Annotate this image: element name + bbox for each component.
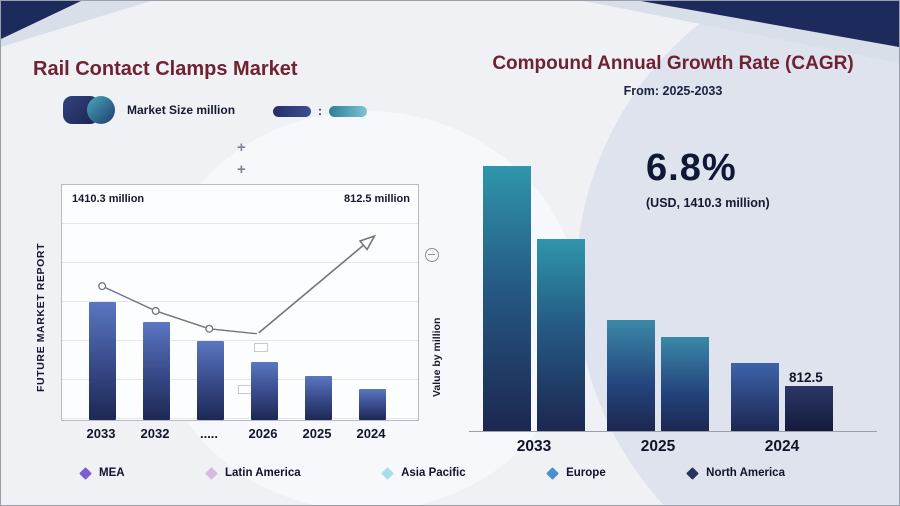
x-label-.....: .....: [199, 426, 219, 441]
market-size-x-axis: 2033 2032..... 2026 2025 2024: [74, 426, 398, 441]
circle-minus-icon: [425, 248, 439, 262]
legend-item-europe: Europe: [546, 466, 606, 480]
market-size-bar-2024: [358, 389, 386, 420]
scale-pill-teal: [329, 105, 367, 117]
legend-label: North America: [706, 467, 785, 479]
x-label-2024: 2024: [356, 426, 386, 441]
bar-cell: [183, 341, 237, 420]
start-value-annotation: 1410.3 million: [72, 193, 145, 205]
legend-label: Asia Pacific: [401, 467, 466, 479]
trend-marker: [151, 306, 160, 315]
cagr-x-axis: 2033 2025 2024: [469, 438, 877, 456]
scale-indicator: :: [273, 104, 367, 118]
corner-decoration-top-right-navy: [641, 1, 899, 47]
trend-arrow: [258, 237, 374, 334]
legend-label: MEA: [99, 467, 125, 479]
decor-rect: [254, 343, 268, 352]
market-size-bar-.....: [196, 341, 224, 420]
bar-cell: [237, 362, 291, 420]
market-size-bar-2033: [88, 302, 116, 420]
cagr-bar-2024-1: [731, 363, 779, 431]
legend-label: Latin America: [225, 467, 301, 479]
cagr-bar-2033-2: [537, 239, 585, 431]
market-size-bar-2032: [142, 322, 170, 420]
legend-diamond-icon: [381, 466, 394, 480]
legend-item-latin-america: Latin America: [205, 466, 301, 480]
cagr-title: Compound Annual Growth Rate (CAGR): [492, 53, 854, 74]
cagr-bar-2033-1: [483, 166, 531, 431]
trend-line-overlay: [98, 185, 418, 335]
cagr-bar-2025-1: [607, 320, 655, 431]
legend-label: Europe: [566, 467, 606, 479]
clamp-icon: [63, 96, 115, 124]
cagr-subtitle: From: 2025-2033: [623, 84, 723, 98]
cagr-bar-2025-2: [661, 337, 709, 431]
x-label-2033: 2033: [516, 438, 552, 455]
x-label-2033: 2033: [86, 426, 116, 441]
legend-item-north-america: North America: [686, 466, 785, 480]
bar-cell: [345, 389, 399, 420]
corner-decoration-top-left-light: [1, 1, 151, 47]
bar-cell: [129, 322, 183, 420]
market-size-legend-label: Market Size million: [127, 103, 236, 117]
cagr-note: (USD, 1410.3 million): [646, 196, 770, 210]
cagr-chart: [469, 161, 877, 432]
cagr-header: Compound Annual Growth Rate (CAGR) From:…: [453, 53, 893, 98]
scale-colon: :: [318, 104, 322, 118]
plus-decoration: +: [237, 161, 246, 178]
corner-decoration-top-left-navy: [1, 1, 81, 39]
bar-cell: [75, 302, 129, 420]
legend-diamond-icon: [79, 466, 92, 480]
end-value-annotation: 812.5 million: [343, 193, 410, 205]
plus-decoration: +: [237, 139, 246, 156]
trend-marker: [98, 282, 107, 291]
scale-pill-navy: [273, 105, 311, 117]
bar-group-2033: [483, 166, 585, 431]
bar-group-2024: [731, 363, 833, 431]
x-label-2025: 2025: [302, 426, 332, 441]
x-label-2026: 2026: [248, 426, 278, 441]
x-label-2032: 2032: [140, 426, 170, 441]
market-size-bars: [75, 302, 399, 420]
legend-item-asia-pacific: Asia Pacific: [381, 466, 466, 480]
legend-item-mea: MEA: [79, 466, 125, 480]
market-size-chart: 1410.3 million 812.5 million: [61, 184, 419, 421]
bar-group-2025: [607, 320, 709, 431]
bar-cell: [291, 376, 345, 420]
market-size-bar-2026: [250, 362, 278, 420]
x-label-2025: 2025: [640, 438, 676, 455]
cagr-bar-2024-2: [785, 386, 833, 431]
trend-line: [101, 285, 257, 335]
page-title: Rail Contact Clamps Market: [33, 58, 298, 80]
cagr-value: 6.8%: [646, 147, 737, 189]
legend-diamond-icon: [546, 466, 559, 480]
region-legend: MEA Latin America Asia Pacific Europe North …: [79, 466, 785, 480]
legend-diamond-icon: [205, 466, 218, 480]
bar-value-annotation: 812.5: [789, 370, 823, 385]
market-size-bar-2025: [304, 376, 332, 420]
trend-marker: [205, 324, 214, 333]
future-market-report-label: FUTURE MARKET REPORT: [35, 242, 47, 392]
cagr-value-block: 6.8% (USD, 1410.3 million): [646, 147, 770, 210]
legend-diamond-icon: [686, 466, 700, 480]
value-axis-label: Value by million: [431, 317, 443, 397]
market-size-legend: Market Size million: [63, 96, 235, 124]
x-label-2024: 2024: [764, 438, 800, 455]
clamp-icon-teal-part: [87, 96, 115, 124]
